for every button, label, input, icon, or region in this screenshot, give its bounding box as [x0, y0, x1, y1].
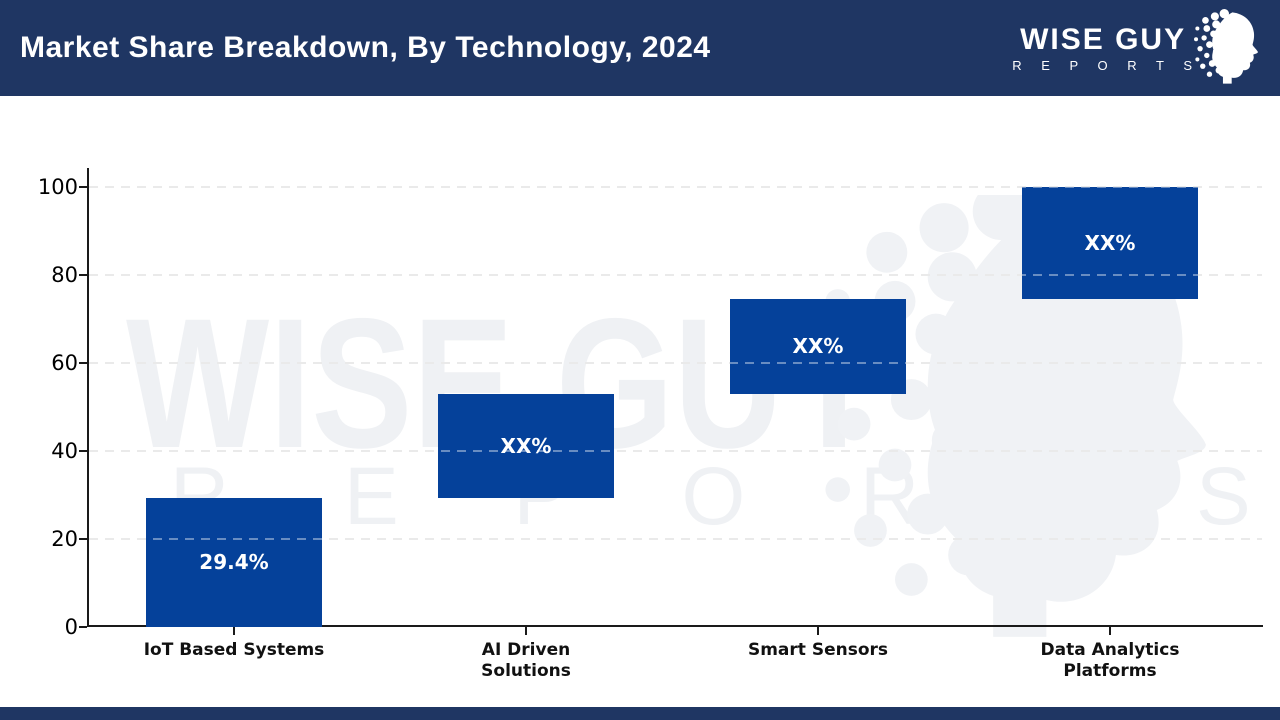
x-category-label: AI Driven Solutions — [481, 640, 571, 682]
gridline — [89, 362, 1262, 364]
gridline-overlay — [89, 362, 1262, 364]
gridline — [89, 450, 1262, 452]
brand-logo: WISE GUY R E P O R T S — [1006, 6, 1266, 90]
y-tick-label: 40 — [51, 439, 78, 463]
x-axis-line — [87, 625, 1263, 627]
gridline — [89, 186, 1262, 188]
x-category-label: IoT Based Systems — [143, 640, 325, 660]
y-tick-mark — [79, 538, 87, 540]
header-bar: Market Share Breakdown, By Technology, 2… — [0, 0, 1280, 96]
bar-value-label: XX% — [1084, 231, 1136, 256]
y-tick-mark — [79, 450, 87, 452]
waterfall-bar: XX% — [1022, 187, 1198, 300]
x-tick-mark — [525, 627, 527, 635]
footer-bar — [0, 707, 1280, 720]
brand-name-text: WISE GUY — [1020, 22, 1187, 56]
y-tick-mark — [79, 626, 87, 628]
y-tick-mark — [79, 186, 87, 188]
waterfall-bar: 29.4% — [146, 497, 322, 627]
y-axis-line — [87, 168, 89, 627]
gridline-overlay — [89, 274, 1262, 276]
x-category-label: Data Analytics Platforms — [1040, 640, 1180, 682]
brand-head-icon — [1194, 8, 1258, 84]
bar-value-label: XX% — [500, 433, 552, 458]
y-tick-label: 80 — [51, 263, 78, 287]
y-tick-label: 0 — [64, 615, 78, 639]
y-tick-label: 60 — [51, 351, 78, 375]
y-tick-label: 100 — [37, 175, 78, 199]
gridline-overlay — [89, 450, 1262, 452]
x-tick-mark — [1109, 627, 1111, 635]
gridline — [89, 538, 1262, 540]
brand-wordmark: WISE GUY R E P O R T S — [1006, 22, 1200, 73]
waterfall-bar: XX% — [730, 299, 906, 394]
gridline-overlay — [89, 538, 1262, 540]
bar-value-label: 29.4% — [199, 550, 269, 575]
bar-value-label: XX% — [792, 334, 844, 359]
y-tick-mark — [79, 362, 87, 364]
gridline-overlay — [89, 186, 1262, 188]
y-tick-mark — [79, 274, 87, 276]
x-category-label: Smart Sensors — [747, 640, 889, 660]
brand-subtitle-text: R E P O R T S — [1012, 57, 1200, 73]
x-tick-mark — [233, 627, 235, 635]
x-tick-mark — [817, 627, 819, 635]
waterfall-bar: XX% — [438, 393, 614, 498]
y-tick-label: 20 — [51, 527, 78, 551]
chart-title: Market Share Breakdown, By Technology, 2… — [20, 31, 711, 64]
gridline — [89, 274, 1262, 276]
